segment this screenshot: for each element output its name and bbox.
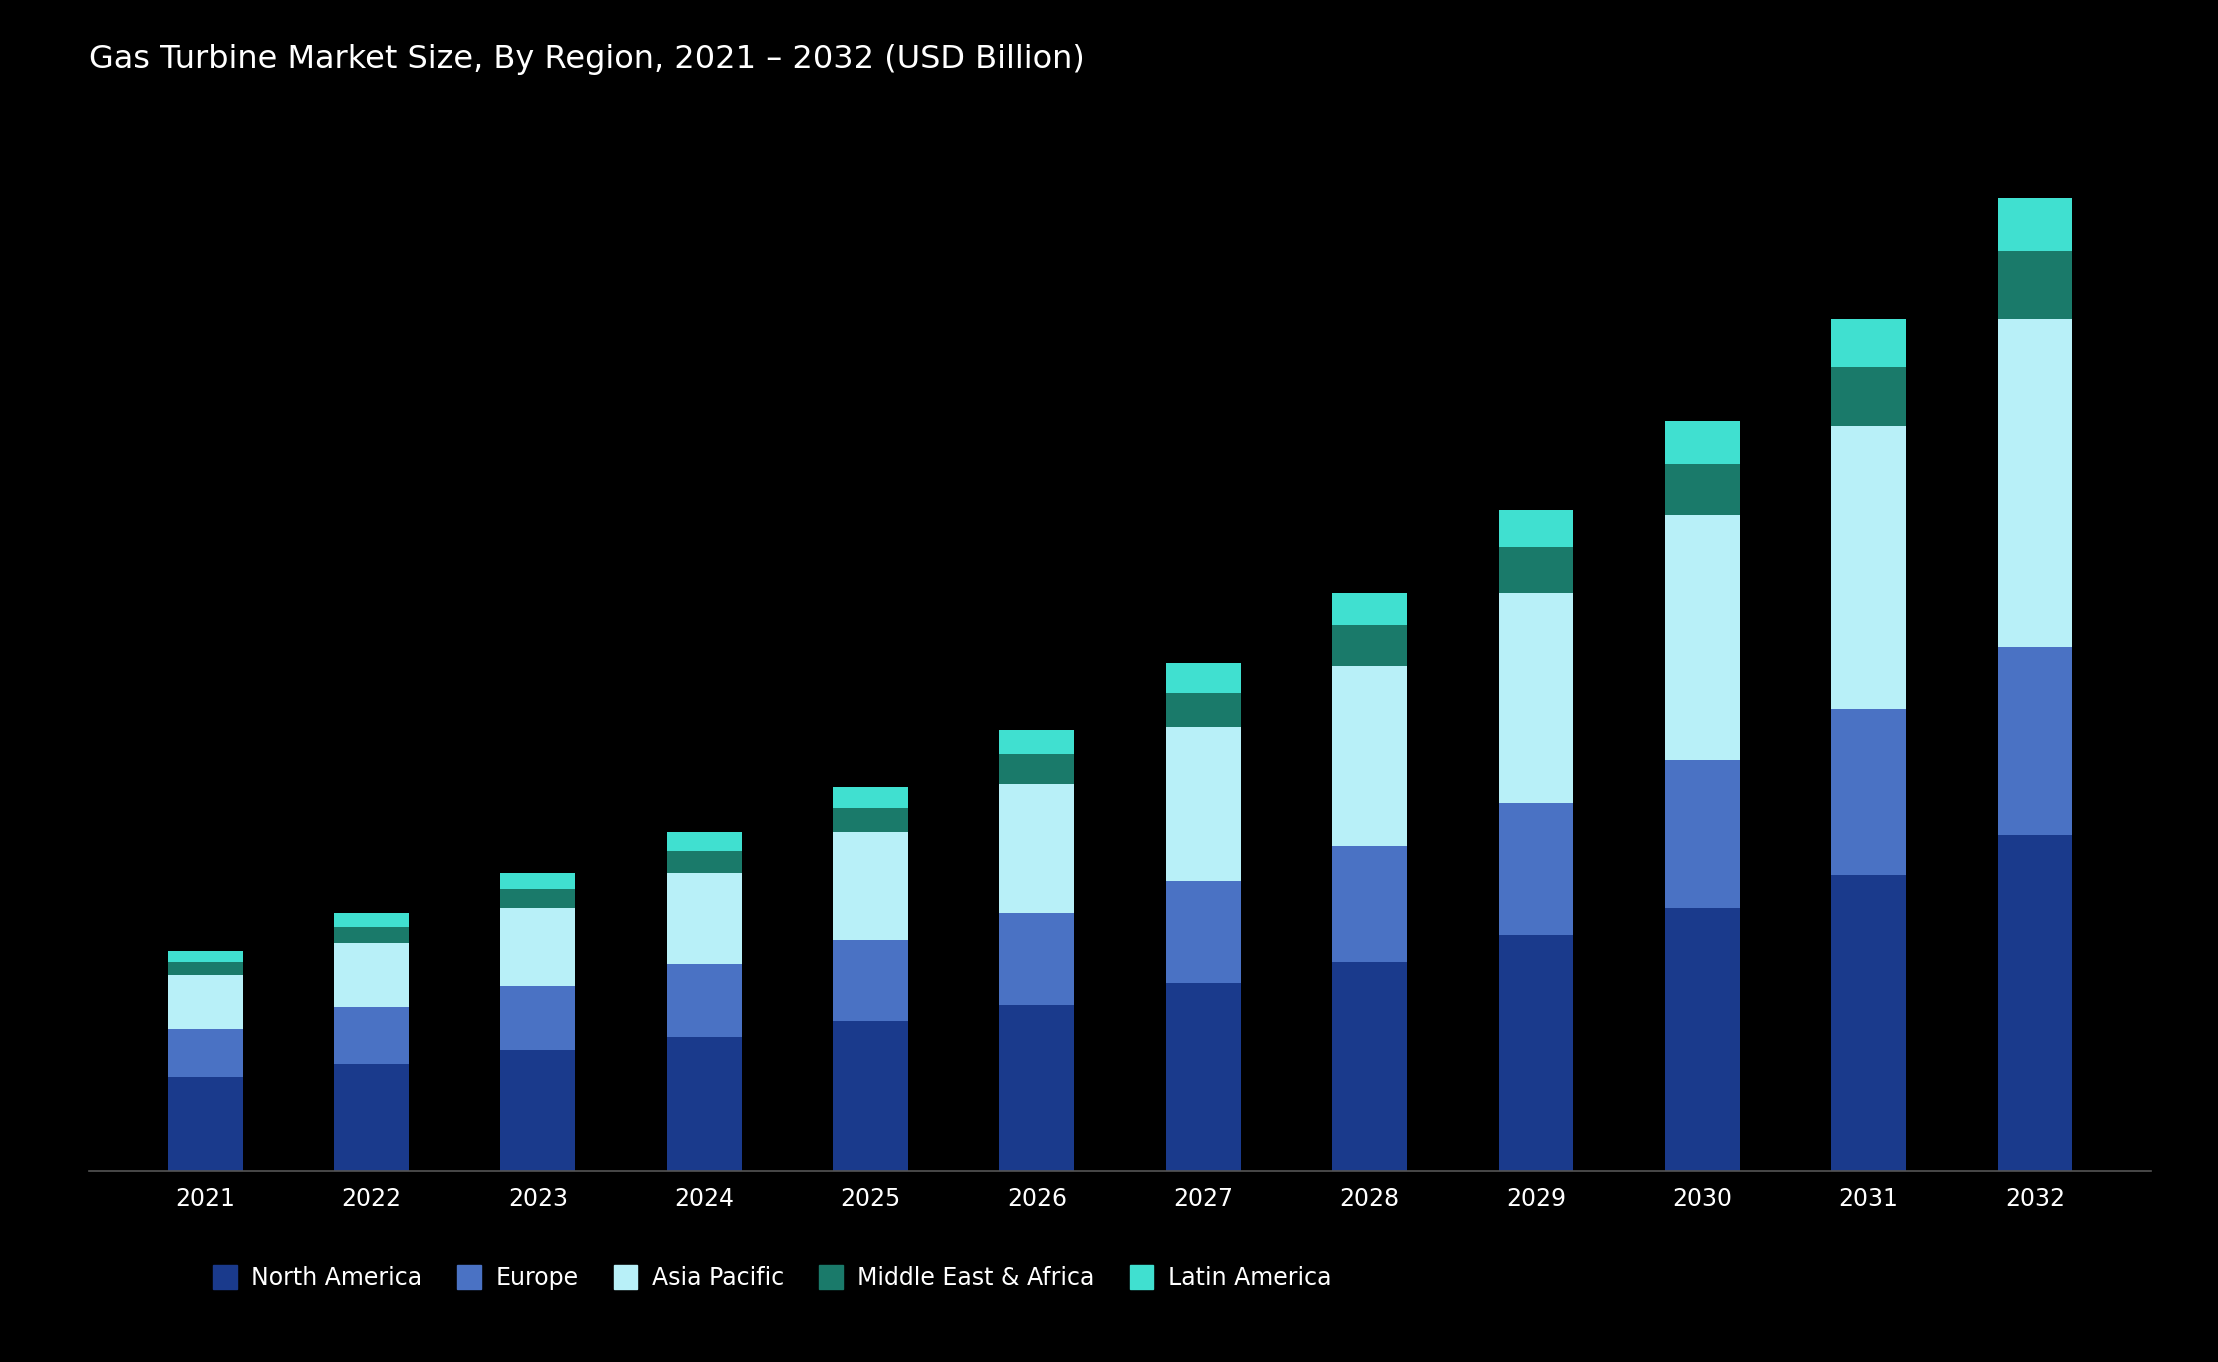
Bar [501,1050,574,1171]
Bar [501,873,574,889]
Bar [335,913,408,926]
Bar [1666,760,1739,907]
Bar [169,1028,242,1077]
Bar [169,951,242,962]
Bar [335,1008,408,1064]
Bar [501,986,574,1050]
Bar [501,907,574,986]
Bar [1000,913,1074,1005]
Bar [1499,548,1573,592]
Bar [668,964,741,1036]
Bar [1998,835,2072,1171]
Bar [1666,464,1739,515]
Bar [1832,366,1905,426]
Bar [169,975,242,1028]
Bar [169,962,242,975]
Bar [668,851,741,873]
Bar [1167,881,1240,983]
Bar [834,787,907,808]
Bar [668,1036,741,1171]
Bar [1998,252,2072,319]
Bar [1333,592,1406,625]
Bar [1333,962,1406,1171]
Text: Gas Turbine Market Size, By Region, 2021 – 2032 (USD Billion): Gas Turbine Market Size, By Region, 2021… [89,44,1085,75]
Bar [834,940,907,1020]
Bar [1000,730,1074,755]
Bar [1666,907,1739,1171]
Bar [501,889,574,907]
Bar [1333,625,1406,666]
Bar [169,1077,242,1171]
Bar [1333,846,1406,962]
Bar [1000,755,1074,785]
Bar [1998,319,2072,647]
Bar [1000,785,1074,913]
Bar [1998,197,2072,252]
Bar [1167,692,1240,727]
Bar [1666,515,1739,760]
Bar [1832,876,1905,1171]
Bar [1167,663,1240,692]
Bar [1167,983,1240,1171]
Bar [668,832,741,851]
Bar [1832,708,1905,876]
Bar [1832,319,1905,366]
Bar [1998,647,2072,835]
Bar [1000,1005,1074,1171]
Bar [1499,592,1573,802]
Bar [1333,666,1406,846]
Bar [1499,509,1573,548]
Bar [1167,727,1240,881]
Legend: North America, Europe, Asia Pacific, Middle East & Africa, Latin America: North America, Europe, Asia Pacific, Mid… [204,1256,1340,1299]
Bar [335,943,408,1008]
Bar [1666,421,1739,464]
Bar [1499,802,1573,934]
Bar [834,1020,907,1171]
Bar [668,873,741,964]
Bar [1832,426,1905,708]
Bar [335,1064,408,1171]
Bar [1499,934,1573,1171]
Bar [834,832,907,940]
Bar [335,926,408,943]
Bar [834,808,907,832]
